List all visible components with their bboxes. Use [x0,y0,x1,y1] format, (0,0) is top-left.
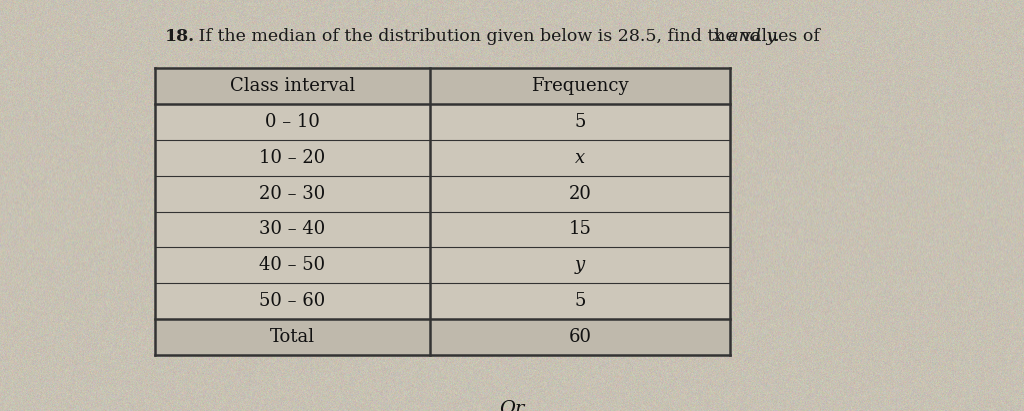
Text: Frequency: Frequency [531,77,629,95]
Text: 50 – 60: 50 – 60 [259,292,326,310]
Text: x: x [574,149,585,167]
Text: Total: Total [270,328,315,346]
Bar [155,68,730,355]
Text: 0 – 10: 0 – 10 [265,113,319,131]
Text: 30 – 40: 30 – 40 [259,220,326,238]
Text: If the median of the distribution given below is 28.5, find the values of: If the median of the distribution given … [193,28,825,45]
Text: 20 – 30: 20 – 30 [259,185,326,203]
Bar [155,319,730,355]
Text: 20: 20 [568,185,592,203]
Text: 40 – 50: 40 – 50 [259,256,326,274]
Text: Or: Or [500,400,524,411]
Text: 5: 5 [574,292,586,310]
Text: x and y.: x and y. [713,28,779,45]
Text: 15: 15 [568,220,592,238]
Text: y: y [574,256,585,274]
Bar [155,68,730,104]
Text: 60: 60 [568,328,592,346]
Text: 10 – 20: 10 – 20 [259,149,326,167]
Text: 5: 5 [574,113,586,131]
Text: 18.: 18. [165,28,196,45]
Text: Class interval: Class interval [229,77,355,95]
